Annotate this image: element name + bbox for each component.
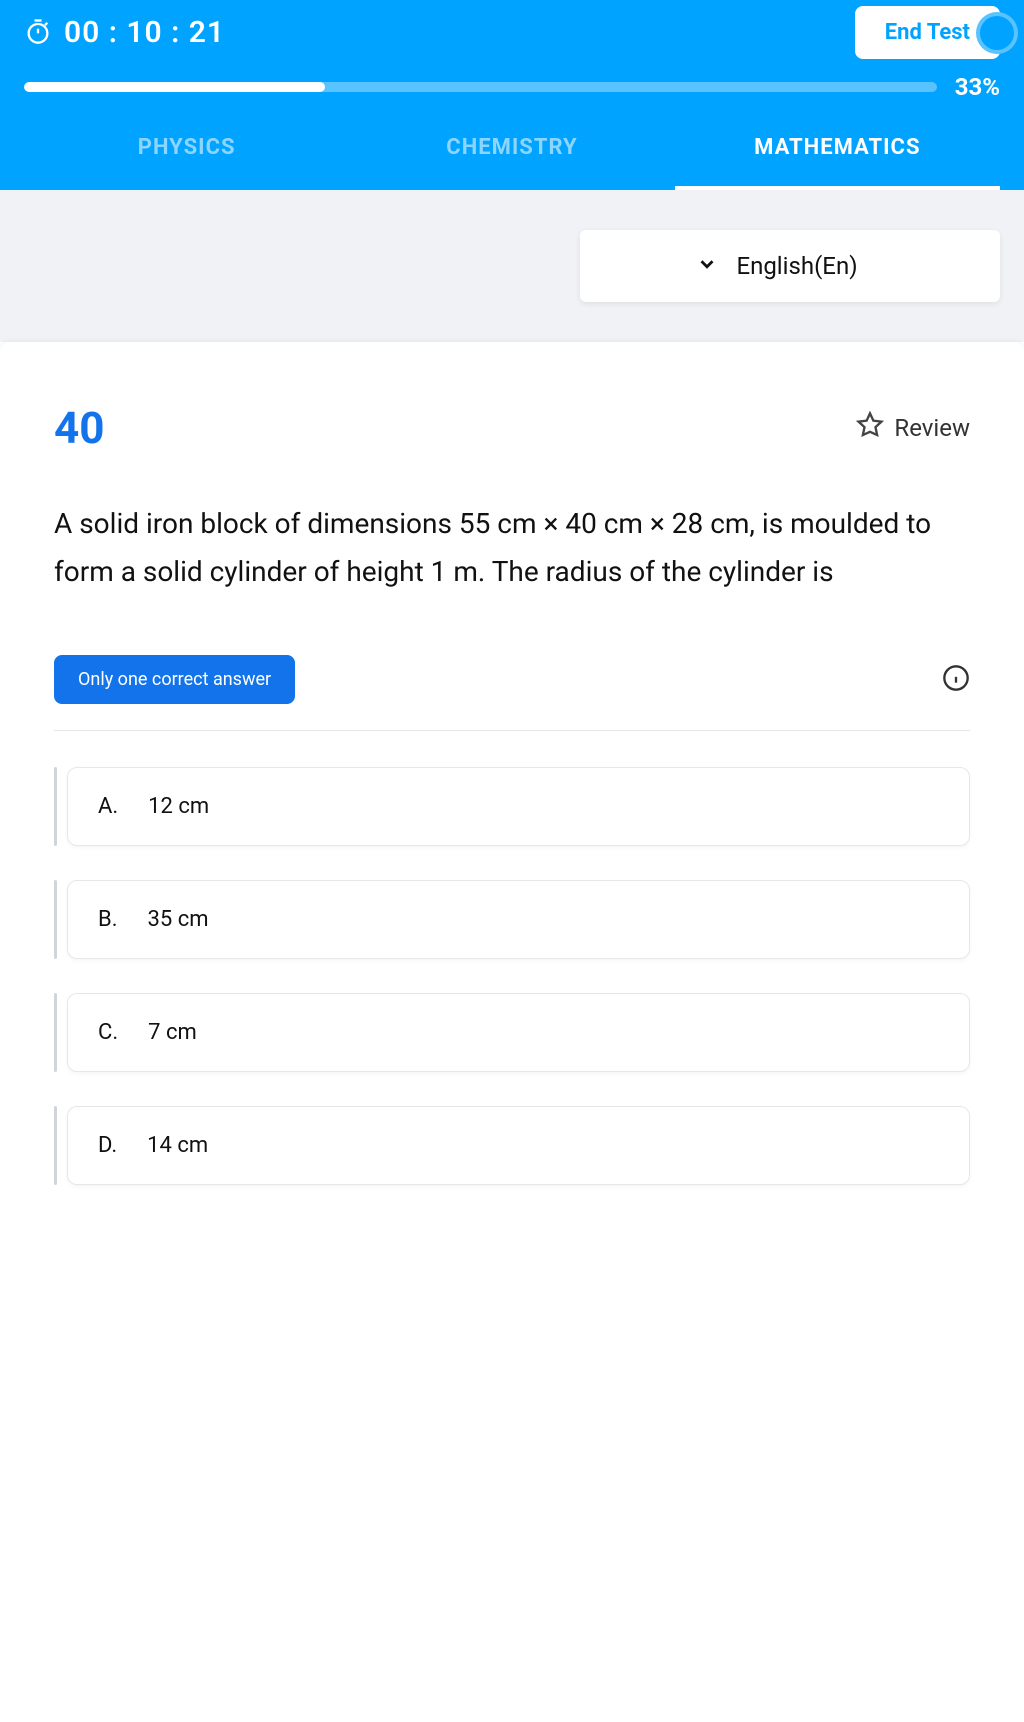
badge-row: Only one correct answer — [54, 655, 970, 731]
subject-tabs: PHYSICS CHEMISTRY MATHEMATICS — [24, 109, 1000, 190]
progress-percent: 33% — [955, 73, 1000, 101]
option-box[interactable]: B. 35 cm — [67, 880, 970, 959]
timer-row: 00 : 10 : 21 End Test — [24, 0, 1000, 59]
option-letter: A. — [98, 794, 118, 819]
review-label: Review — [894, 414, 970, 442]
option-text: 14 cm — [147, 1133, 208, 1158]
progress-track — [24, 82, 937, 92]
option-d[interactable]: D. 14 cm — [54, 1106, 970, 1185]
option-box[interactable]: D. 14 cm — [67, 1106, 970, 1185]
option-text: 35 cm — [148, 907, 209, 932]
language-label: English(En) — [736, 252, 857, 280]
option-bar — [54, 880, 57, 959]
option-b[interactable]: B. 35 cm — [54, 880, 970, 959]
top-header: 00 : 10 : 21 End Test 33% PHYSICS CHEMIS… — [0, 0, 1024, 190]
star-icon — [856, 411, 884, 445]
tab-label: PHYSICS — [138, 135, 236, 160]
option-letter: B. — [98, 907, 118, 932]
option-a[interactable]: A. 12 cm — [54, 767, 970, 846]
stopwatch-icon — [24, 17, 52, 49]
option-bar — [54, 1106, 57, 1185]
question-text: A solid iron block of dimensions 55 cm ×… — [54, 500, 970, 595]
option-text: 12 cm — [148, 794, 209, 819]
end-test-button[interactable]: End Test — [855, 6, 1000, 59]
language-select[interactable]: English(En) — [580, 230, 1000, 302]
tab-label: CHEMISTRY — [446, 135, 577, 160]
option-box[interactable]: A. 12 cm — [67, 767, 970, 846]
timer-text: 00 : 10 : 21 — [64, 15, 225, 50]
option-box[interactable]: C. 7 cm — [67, 993, 970, 1072]
option-text: 7 cm — [148, 1020, 197, 1045]
progress-row: 33% — [24, 59, 1000, 109]
progress-fill — [24, 82, 325, 92]
tab-mathematics[interactable]: MATHEMATICS — [675, 109, 1000, 190]
question-card: 40 Review A solid iron block of dimensio… — [0, 342, 1024, 1339]
subheader: English(En) — [0, 190, 1024, 342]
question-number: 40 — [54, 402, 105, 454]
option-letter: C. — [98, 1020, 118, 1045]
chevron-down-icon — [696, 253, 718, 279]
review-toggle[interactable]: Review — [856, 411, 970, 445]
info-icon[interactable] — [942, 664, 970, 696]
option-bar — [54, 767, 57, 846]
option-bar — [54, 993, 57, 1072]
timer-left: 00 : 10 : 21 — [24, 15, 225, 50]
end-test-bubble-icon — [976, 12, 1018, 54]
end-test-label: End Test — [885, 20, 970, 45]
tab-label: MATHEMATICS — [754, 135, 920, 160]
question-header: 40 Review — [54, 402, 970, 454]
tab-physics[interactable]: PHYSICS — [24, 109, 349, 190]
option-letter: D. — [98, 1133, 117, 1158]
tab-chemistry[interactable]: CHEMISTRY — [349, 109, 674, 190]
option-c[interactable]: C. 7 cm — [54, 993, 970, 1072]
answer-type-badge: Only one correct answer — [54, 655, 295, 704]
